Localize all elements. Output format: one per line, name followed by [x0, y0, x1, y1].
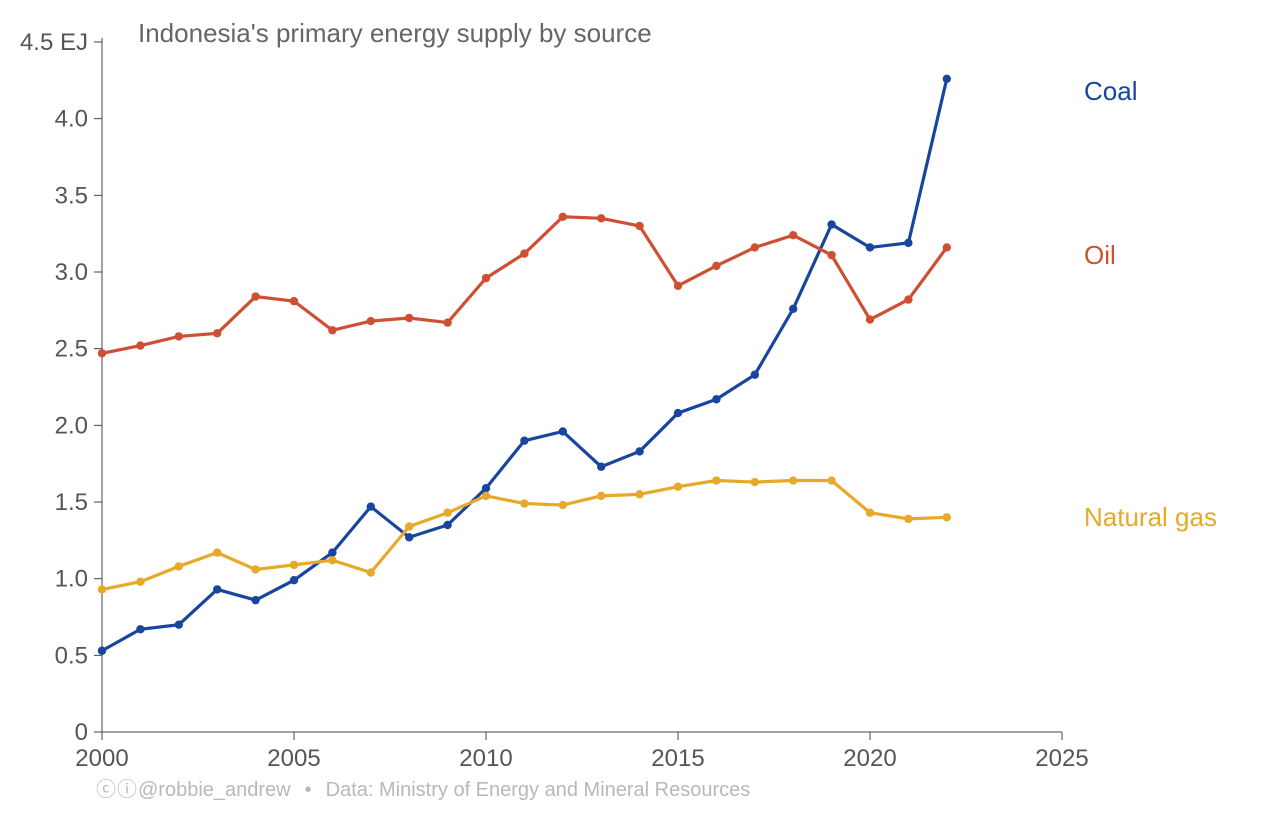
series-point: [136, 578, 144, 586]
series-point: [635, 490, 643, 498]
series-point: [290, 297, 298, 305]
series-point: [482, 274, 490, 282]
footer-separator: •: [305, 779, 312, 801]
series-point: [635, 222, 643, 230]
series-point: [904, 239, 912, 247]
footer-source: Data: Ministry of Energy and Mineral Res…: [326, 779, 751, 801]
series-point: [597, 492, 605, 500]
series-point: [175, 332, 183, 340]
series-point: [136, 341, 144, 349]
series-point: [98, 585, 106, 593]
series-point: [751, 243, 759, 251]
series-point: [559, 501, 567, 509]
series-point: [789, 305, 797, 313]
series-point: [328, 556, 336, 564]
y-tick-label: 1.5: [55, 489, 88, 516]
series-point: [251, 292, 259, 300]
series-point: [597, 463, 605, 471]
y-tick-label: 1.0: [55, 566, 88, 593]
series-point: [827, 251, 835, 259]
series-point: [789, 231, 797, 239]
series-point: [943, 243, 951, 251]
series-point: [328, 326, 336, 334]
series-point: [405, 522, 413, 530]
series-point: [213, 329, 221, 337]
series-point: [443, 509, 451, 517]
series-point: [827, 476, 835, 484]
series-point: [904, 515, 912, 523]
series-point: [712, 262, 720, 270]
series-point: [597, 214, 605, 222]
series-point: [712, 395, 720, 403]
x-tick-label: 2015: [651, 745, 704, 772]
legend-label-oil: Oil: [1084, 240, 1116, 270]
y-tick-label: 3.0: [55, 259, 88, 286]
series-point: [290, 561, 298, 569]
series-point: [98, 349, 106, 357]
series-point: [367, 317, 375, 325]
series-point: [98, 647, 106, 655]
series-point: [443, 318, 451, 326]
series-point: [367, 568, 375, 576]
series-point: [213, 548, 221, 556]
series-point: [559, 427, 567, 435]
legend-label-natural-gas: Natural gas: [1084, 502, 1217, 532]
series-point: [751, 371, 759, 379]
x-tick-label: 2000: [75, 745, 128, 772]
x-tick-label: 2020: [843, 745, 896, 772]
series-point: [751, 478, 759, 486]
energy-chart-svg: Indonesia's primary energy supply by sou…: [0, 0, 1280, 817]
series-point: [405, 314, 413, 322]
series-point: [559, 213, 567, 221]
x-tick-label: 2010: [459, 745, 512, 772]
series-point: [904, 295, 912, 303]
series-point: [482, 484, 490, 492]
series-point: [674, 282, 682, 290]
series-point: [789, 476, 797, 484]
series-point: [674, 482, 682, 490]
series-point: [175, 620, 183, 628]
series-point: [866, 315, 874, 323]
series-point: [866, 243, 874, 251]
series-point: [251, 565, 259, 573]
series-point: [328, 548, 336, 556]
series-point: [213, 585, 221, 593]
y-tick-label: 2.0: [55, 412, 88, 439]
series-point: [175, 562, 183, 570]
series-point: [136, 625, 144, 633]
series-point: [405, 533, 413, 541]
series-point: [482, 492, 490, 500]
y-tick-label: 3.5: [55, 182, 88, 209]
legend-label-coal: Coal: [1084, 76, 1137, 106]
series-point: [674, 409, 682, 417]
y-tick-label: 4.5 EJ: [20, 29, 88, 56]
footer-credit: @robbie_andrew: [138, 779, 291, 801]
chart-title: Indonesia's primary energy supply by sou…: [138, 18, 652, 48]
series-point: [520, 499, 528, 507]
y-tick-label: 0: [75, 719, 88, 746]
cc-icons: ⓒⓘ: [96, 778, 138, 801]
y-tick-label: 4.0: [55, 106, 88, 133]
series-point: [367, 502, 375, 510]
series-point: [635, 447, 643, 455]
series-point: [827, 220, 835, 228]
chart-container: Indonesia's primary energy supply by sou…: [0, 0, 1280, 817]
series-point: [290, 576, 298, 584]
series-point: [520, 436, 528, 444]
x-tick-label: 2005: [267, 745, 320, 772]
series-point: [943, 513, 951, 521]
series-point: [443, 521, 451, 529]
y-tick-label: 2.5: [55, 336, 88, 363]
chart-footer: ⓒⓘ@robbie_andrew • Data: Ministry of Energ…: [96, 778, 750, 801]
series-point: [712, 476, 720, 484]
series-point: [520, 249, 528, 257]
y-tick-label: 0.5: [55, 642, 88, 669]
x-tick-label: 2025: [1035, 745, 1088, 772]
series-point: [943, 75, 951, 83]
series-point: [251, 596, 259, 604]
series-point: [866, 509, 874, 517]
